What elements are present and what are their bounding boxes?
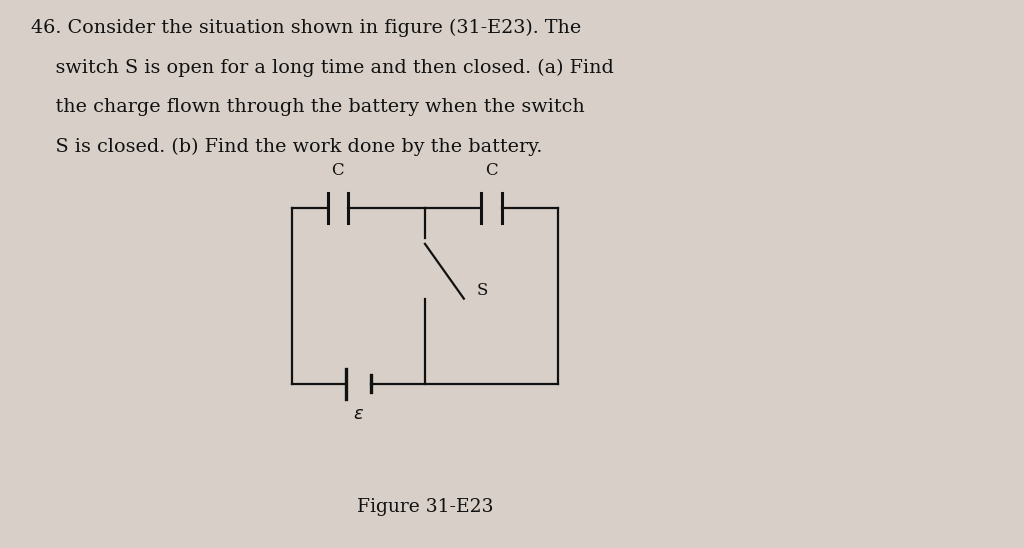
Text: C: C <box>332 162 344 180</box>
Text: S is closed. (b) Find the work done by the battery.: S is closed. (b) Find the work done by t… <box>31 138 542 156</box>
Text: C: C <box>485 162 498 180</box>
Text: Figure 31-E23: Figure 31-E23 <box>356 498 494 516</box>
Text: switch S is open for a long time and then closed. (a) Find: switch S is open for a long time and the… <box>31 59 613 77</box>
Text: $\varepsilon$: $\varepsilon$ <box>353 405 364 423</box>
Text: 46. Consider the situation shown in figure (31-E23). The: 46. Consider the situation shown in figu… <box>31 19 581 37</box>
Text: S: S <box>476 282 487 299</box>
Text: the charge flown through the battery when the switch: the charge flown through the battery whe… <box>31 98 585 116</box>
